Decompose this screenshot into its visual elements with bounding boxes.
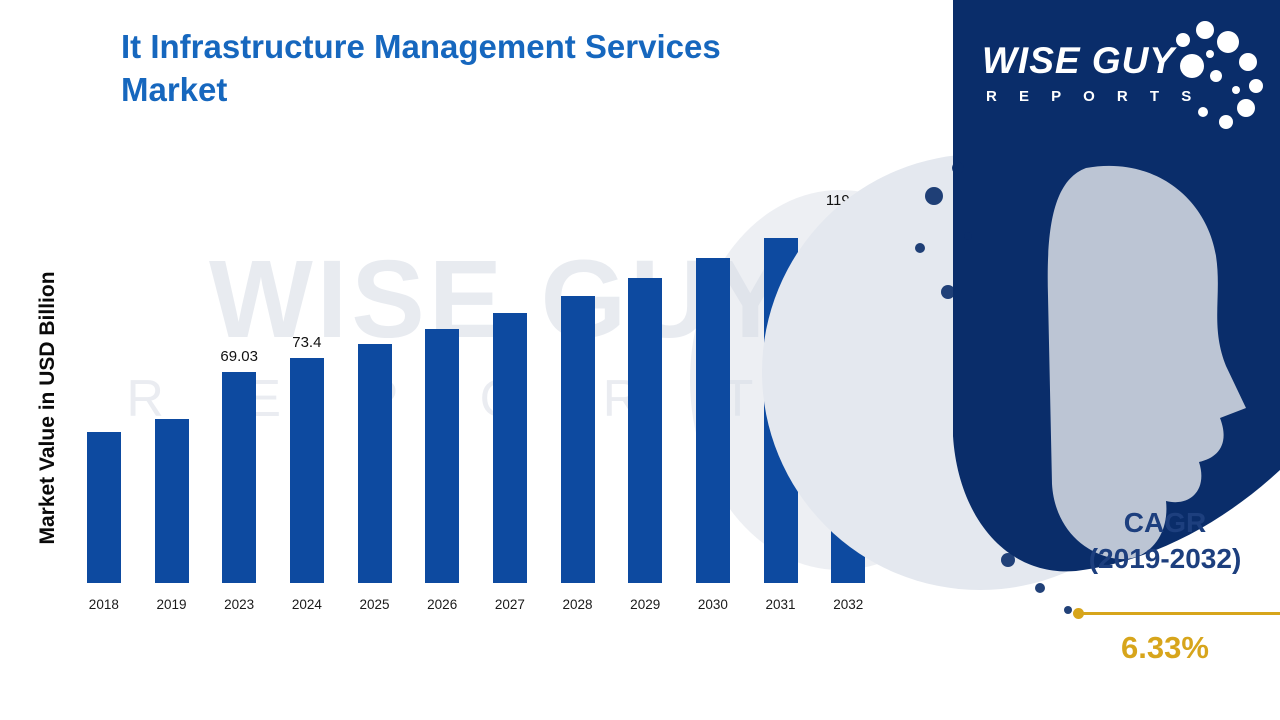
logo-subtitle: R E P O R T S xyxy=(986,88,1201,105)
cagr-range: (2019-2032) xyxy=(1088,543,1242,575)
panel-dots-pattern xyxy=(915,162,1072,614)
bar-group: 2031 xyxy=(747,176,815,612)
x-tick-label: 2023 xyxy=(224,597,255,612)
bar xyxy=(492,313,527,583)
bar-group: 2027 xyxy=(476,176,544,612)
x-tick-label: 2027 xyxy=(494,597,525,612)
bar-group: 2018 xyxy=(70,176,138,612)
bar-group: 119.93 2032 xyxy=(814,176,882,612)
logo: WISE GUY R E P O R T S xyxy=(982,40,1200,105)
cagr-label: CAGR xyxy=(1123,507,1207,538)
bar-chart: 2018 2019 69.03 2023 73.4 2024 2025 2026 2027 202… xyxy=(70,176,882,612)
bar-group: 69.03 2023 xyxy=(205,176,273,612)
x-tick-label: 2030 xyxy=(697,597,728,612)
x-tick-label: 2029 xyxy=(630,597,661,612)
gold-divider-line xyxy=(1073,608,1280,619)
x-tick-label: 2018 xyxy=(88,597,119,612)
cagr-value: 6.33% xyxy=(1121,630,1209,665)
x-tick-label: 2028 xyxy=(562,597,593,612)
bar-value-label: 69.03 xyxy=(220,348,258,365)
bar xyxy=(222,372,257,583)
x-tick-label: 2026 xyxy=(427,597,458,612)
page-title: It Infrastructure Management Services Ma… xyxy=(121,28,721,108)
x-tick-label: 2025 xyxy=(359,597,390,612)
bar xyxy=(154,419,189,583)
bar-group: 2026 xyxy=(408,176,476,612)
cagr-block: CAGR (2019-2032) xyxy=(1058,505,1272,578)
bar xyxy=(628,278,663,583)
x-tick-label: 2019 xyxy=(156,597,187,612)
x-tick-label: 2024 xyxy=(291,597,322,612)
bar xyxy=(86,432,121,583)
y-axis-label: Market Value in USD Billion xyxy=(36,271,59,545)
bar-group: 2030 xyxy=(679,176,747,612)
bar-group: 2029 xyxy=(611,176,679,612)
bar-value-label: 73.4 xyxy=(292,334,322,351)
bar xyxy=(831,216,866,583)
bar xyxy=(695,258,730,583)
bar xyxy=(560,296,595,583)
x-tick-label: 2032 xyxy=(833,597,864,612)
bar xyxy=(289,358,324,583)
bar-group: 2028 xyxy=(544,176,612,612)
bar-value-label: 119.93 xyxy=(825,192,871,209)
bar xyxy=(763,238,798,583)
bar xyxy=(357,344,392,583)
bar xyxy=(425,329,460,583)
bar-group: 73.4 2024 xyxy=(273,176,341,612)
logo-wordmark: WISE GUY xyxy=(982,40,1176,81)
bar-group: 2025 xyxy=(341,176,409,612)
x-tick-label: 2031 xyxy=(765,597,796,612)
face-profile-graphic xyxy=(1047,165,1246,560)
bar-group: 2019 xyxy=(138,176,206,612)
